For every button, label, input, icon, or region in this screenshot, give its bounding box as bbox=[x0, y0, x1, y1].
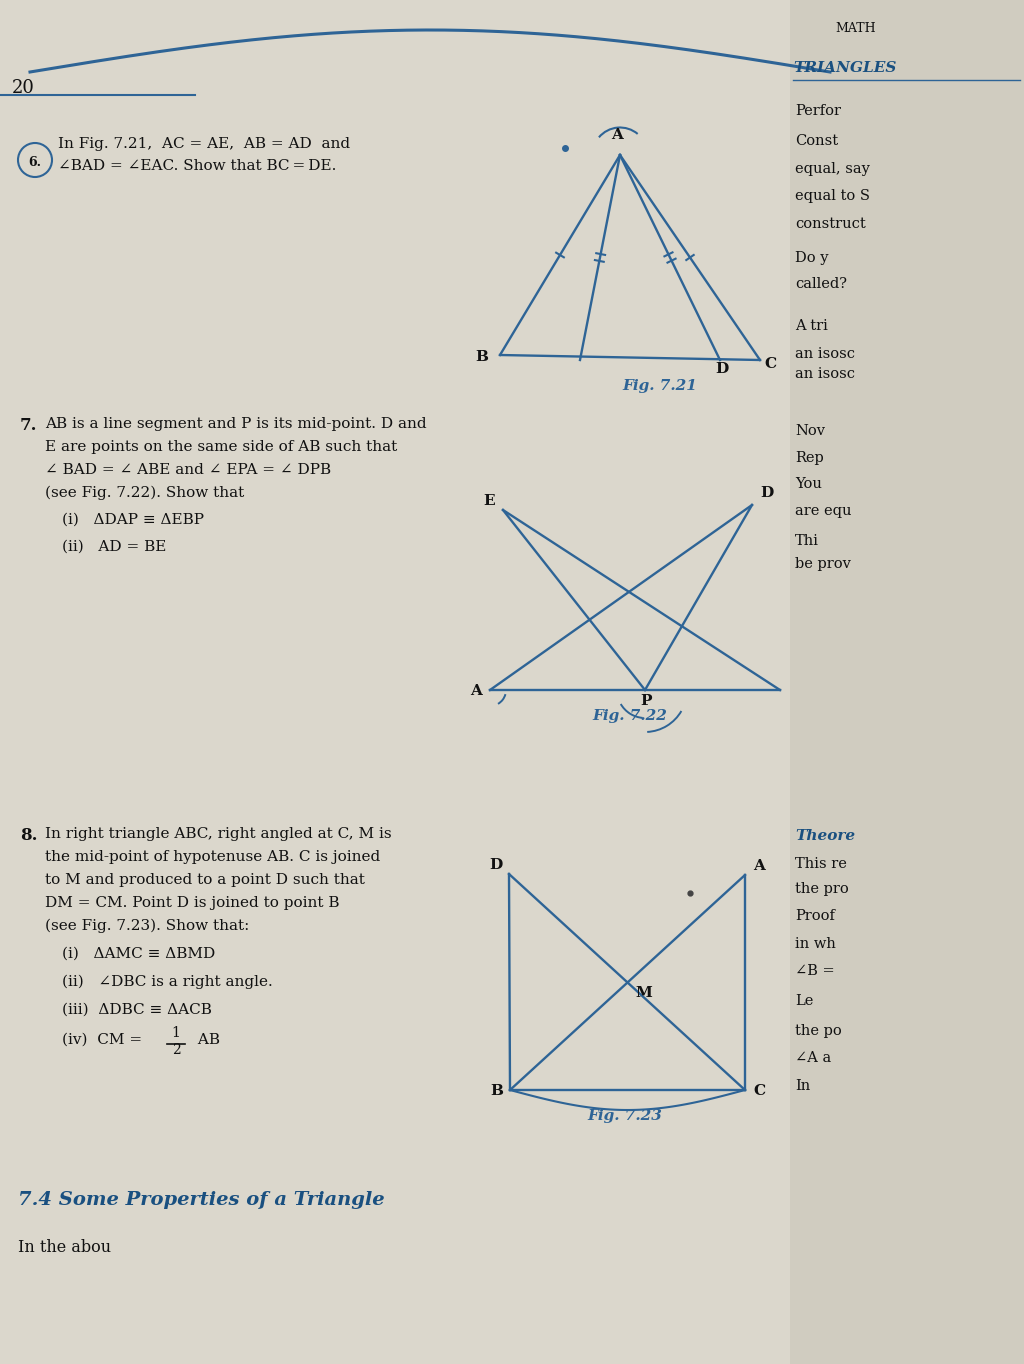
Text: Theore: Theore bbox=[795, 829, 855, 843]
Text: an isosc: an isosc bbox=[795, 367, 855, 381]
Bar bbox=[790, 0, 1024, 1364]
Text: D: D bbox=[716, 361, 729, 376]
Text: ∠B =: ∠B = bbox=[795, 964, 835, 978]
Text: Fig. 7.22: Fig. 7.22 bbox=[593, 709, 668, 723]
Text: D: D bbox=[489, 858, 502, 872]
Text: MATH: MATH bbox=[835, 22, 876, 35]
Text: A: A bbox=[753, 859, 765, 873]
Text: Thi: Thi bbox=[795, 533, 819, 548]
Text: D: D bbox=[760, 486, 773, 501]
Text: the pro: the pro bbox=[795, 883, 849, 896]
Text: AB is a line segment and P is its mid-point. D and: AB is a line segment and P is its mid-po… bbox=[45, 417, 427, 431]
Text: ∠BAD = ∠EAC. Show that BC = DE.: ∠BAD = ∠EAC. Show that BC = DE. bbox=[58, 160, 336, 173]
Text: P: P bbox=[640, 694, 651, 708]
Text: Do y: Do y bbox=[795, 251, 828, 265]
Text: 6.: 6. bbox=[29, 155, 42, 169]
Text: 20: 20 bbox=[12, 79, 35, 97]
Text: 2: 2 bbox=[172, 1043, 180, 1057]
Text: in wh: in wh bbox=[795, 937, 836, 951]
Text: called?: called? bbox=[795, 277, 847, 291]
Text: E: E bbox=[483, 494, 495, 507]
Text: E are points on the same side of AB such that: E are points on the same side of AB such… bbox=[45, 441, 397, 454]
Text: TRIANGLES: TRIANGLES bbox=[793, 61, 896, 75]
Text: DM = CM. Point D is joined to point B: DM = CM. Point D is joined to point B bbox=[45, 896, 340, 910]
Text: an isosc: an isosc bbox=[795, 346, 855, 361]
Text: equal, say: equal, say bbox=[795, 162, 869, 176]
Text: B: B bbox=[475, 351, 488, 364]
Bar bbox=[0, 0, 790, 1364]
Text: A: A bbox=[611, 128, 623, 142]
Text: the po: the po bbox=[795, 1024, 842, 1038]
Text: Const: Const bbox=[795, 134, 838, 149]
Text: A: A bbox=[470, 683, 482, 698]
Text: (iv)  CM =: (iv) CM = bbox=[62, 1033, 142, 1048]
Text: (see Fig. 7.23). Show that:: (see Fig. 7.23). Show that: bbox=[45, 918, 250, 933]
Text: B: B bbox=[490, 1084, 503, 1098]
Text: to M and produced to a point D such that: to M and produced to a point D such that bbox=[45, 873, 365, 887]
Text: Rep: Rep bbox=[795, 451, 823, 465]
Text: ∠ BAD = ∠ ABE and ∠ EPA = ∠ DPB: ∠ BAD = ∠ ABE and ∠ EPA = ∠ DPB bbox=[45, 462, 331, 477]
Text: Fig. 7.23: Fig. 7.23 bbox=[588, 1109, 663, 1123]
Text: (i)   ΔDAP ≡ ΔEBP: (i) ΔDAP ≡ ΔEBP bbox=[62, 513, 204, 527]
Text: You: You bbox=[795, 477, 822, 491]
Text: (ii)   AD = BE: (ii) AD = BE bbox=[62, 540, 166, 554]
Text: (see Fig. 7.22). Show that: (see Fig. 7.22). Show that bbox=[45, 486, 245, 501]
Text: (ii)   ∠DBC is a right angle.: (ii) ∠DBC is a right angle. bbox=[62, 975, 272, 989]
Text: C: C bbox=[764, 357, 776, 371]
Text: AB: AB bbox=[193, 1033, 220, 1048]
Text: Perfor: Perfor bbox=[795, 104, 841, 119]
Text: Fig. 7.21: Fig. 7.21 bbox=[623, 379, 697, 393]
Text: In Fig. 7.21,  AC = AE,  AB = AD  and: In Fig. 7.21, AC = AE, AB = AD and bbox=[58, 136, 350, 151]
Text: This re: This re bbox=[795, 857, 847, 872]
Text: 8.: 8. bbox=[20, 827, 38, 844]
Text: (i)   ΔAMC ≡ ΔBMD: (i) ΔAMC ≡ ΔBMD bbox=[62, 947, 215, 962]
Text: construct: construct bbox=[795, 217, 865, 231]
Text: C: C bbox=[753, 1084, 765, 1098]
Text: In the abou: In the abou bbox=[18, 1239, 112, 1256]
Text: 7.: 7. bbox=[20, 417, 38, 434]
Text: be prov: be prov bbox=[795, 557, 851, 572]
Text: (iii)  ΔDBC ≡ ΔACB: (iii) ΔDBC ≡ ΔACB bbox=[62, 1003, 212, 1018]
Text: 1: 1 bbox=[172, 1026, 180, 1039]
Text: equal to S: equal to S bbox=[795, 190, 870, 203]
Text: Proof: Proof bbox=[795, 908, 835, 923]
Text: Le: Le bbox=[795, 994, 813, 1008]
Text: In right triangle ABC, right angled at C, M is: In right triangle ABC, right angled at C… bbox=[45, 827, 391, 842]
Text: M: M bbox=[635, 986, 652, 1000]
Text: Nov: Nov bbox=[795, 424, 825, 438]
Text: are equ: are equ bbox=[795, 505, 852, 518]
Text: A tri: A tri bbox=[795, 319, 827, 333]
Text: In: In bbox=[795, 1079, 810, 1093]
Text: ∠A a: ∠A a bbox=[795, 1052, 831, 1065]
Text: 7.4 Some Properties of a Triangle: 7.4 Some Properties of a Triangle bbox=[18, 1191, 385, 1209]
Text: the mid-point of hypotenuse AB. C is joined: the mid-point of hypotenuse AB. C is joi… bbox=[45, 850, 380, 863]
